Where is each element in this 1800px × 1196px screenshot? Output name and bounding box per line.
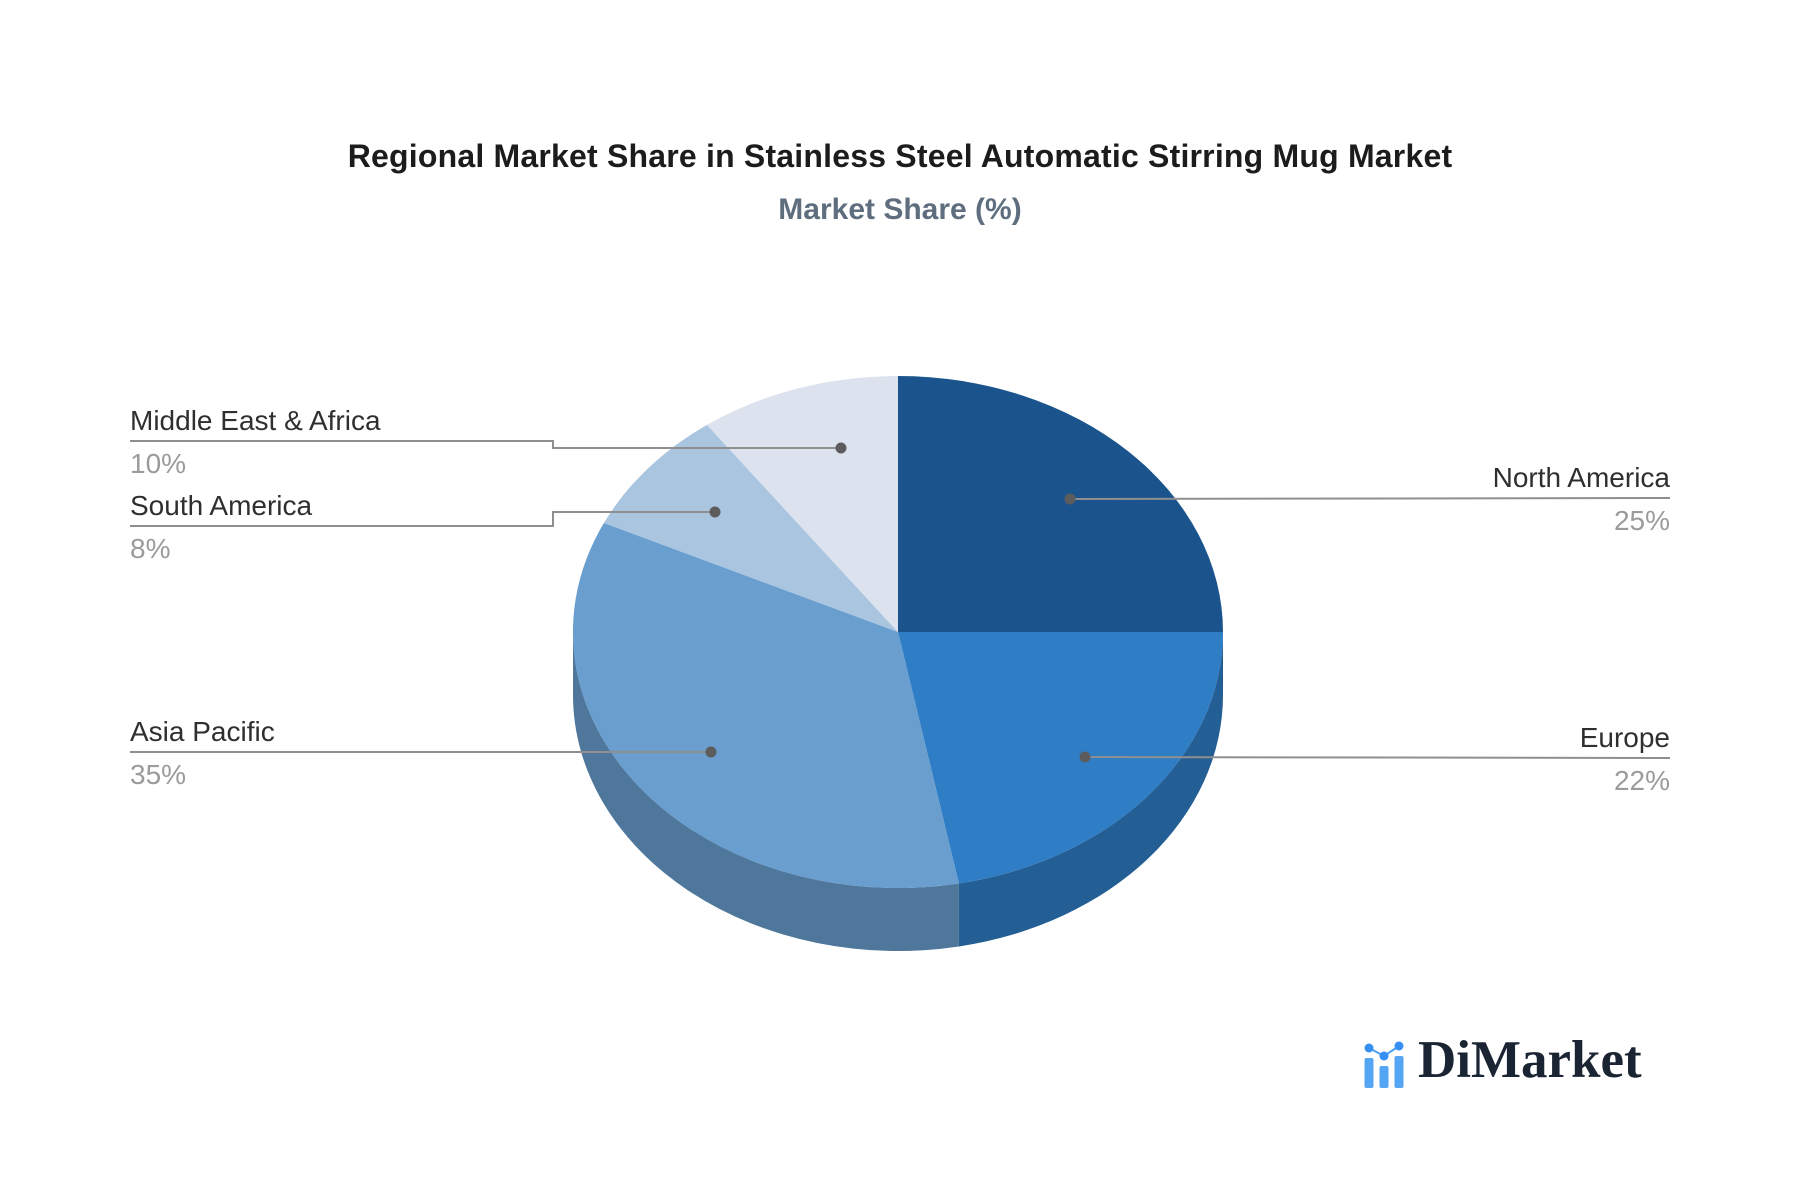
pie-slice-side-asia-pacific [572, 632, 959, 952]
callout-south-america: South America 8% [130, 489, 312, 565]
callout-middle-east-africa: Middle East & Africa 10% [130, 404, 381, 480]
leader-line-middle-east-africa [130, 440, 841, 449]
leader-dot-middle-east-africa [835, 442, 847, 454]
callout-label: Asia Pacific [130, 716, 275, 747]
leader-line-south-america [130, 511, 715, 527]
leader-dot-asia-pacific [705, 746, 717, 758]
pie-slice-south-america[interactable] [603, 424, 898, 632]
pie-slice-side-europe [958, 632, 1223, 947]
callout-percent: 22% [1613, 765, 1670, 796]
callout-percent: 8% [130, 533, 171, 564]
leader-line-europe [1084, 756, 1671, 759]
bar-chart-icon [1364, 1041, 1404, 1088]
pie-slice-middle-east-africa[interactable] [707, 376, 898, 632]
leader-dot-europe [1079, 751, 1091, 763]
logo-wordmark: DiMarket [1418, 1031, 1642, 1089]
chart-title: Regional Market Share in Stainless Steel… [347, 138, 1453, 174]
pie-slice-asia-pacific[interactable] [572, 523, 959, 889]
callout-north-america: North America 25% [1493, 461, 1670, 537]
leader-line-north-america [1069, 497, 1671, 500]
pie-slice-north-america[interactable] [898, 376, 1223, 632]
callout-label: South America [130, 490, 313, 521]
callout-europe: Europe 22% [1580, 721, 1670, 797]
callout-label: Middle East & Africa [130, 405, 381, 436]
dimarket-logo: DiMarket [1363, 1032, 1642, 1088]
callout-percent: 25% [1613, 505, 1670, 536]
callout-percent: 10% [130, 448, 187, 479]
callout-percent: 35% [130, 759, 187, 790]
callout-asia-pacific: Asia Pacific 35% [130, 715, 275, 791]
chart-subtitle: Market Share (%) [778, 193, 1022, 226]
leader-dot-north-america [1064, 493, 1076, 505]
pie-slice-europe[interactable] [898, 632, 1223, 884]
callout-label: North America [1492, 462, 1670, 493]
leader-dot-south-america [709, 506, 721, 518]
callout-label: Europe [1579, 722, 1670, 753]
